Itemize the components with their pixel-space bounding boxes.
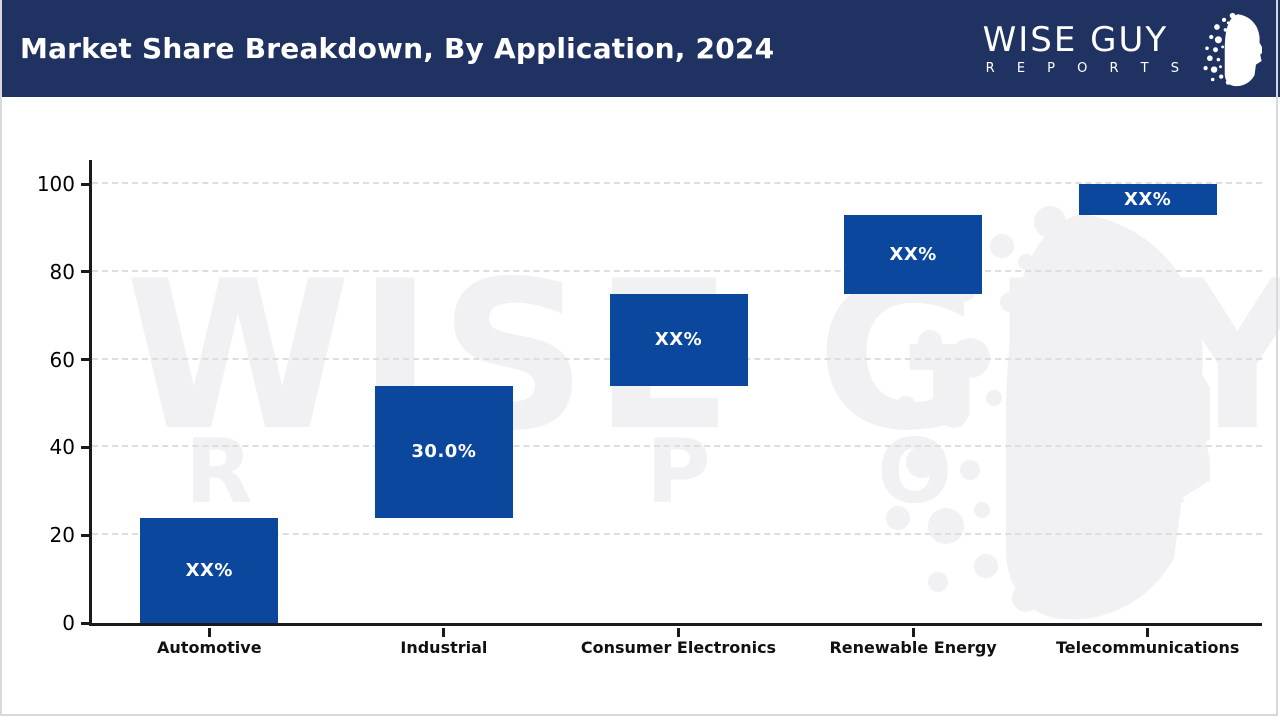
y-tick-mark <box>81 533 89 537</box>
grid-line <box>92 182 1262 184</box>
y-tick-mark <box>81 445 89 449</box>
y-tick-label: 0 <box>62 611 75 635</box>
grid-line <box>92 269 1262 272</box>
logo-text: WISE GUY R E P O R T S <box>983 23 1188 76</box>
y-tick-label: 60 <box>49 347 75 372</box>
chart-title: Market Share Breakdown, By Application, … <box>20 32 775 65</box>
x-category-label: Telecommunications <box>1055 638 1240 657</box>
bar-value-label: XX% <box>1124 188 1172 210</box>
dotted-head-icon <box>1203 12 1262 87</box>
x-tick-mark <box>677 628 680 637</box>
x-category-label: Industrial <box>400 638 488 657</box>
x-category-label: Automotive <box>157 638 262 657</box>
logo-subtitle: R E P O R T S <box>985 60 1188 76</box>
bar-value-label: XX% <box>185 559 233 581</box>
grid-line <box>92 533 1262 536</box>
bar: XX% <box>844 214 983 294</box>
x-tick-mark <box>207 628 211 637</box>
x-tick-mark <box>1146 628 1150 637</box>
bar: XX% <box>1078 184 1217 215</box>
y-tick-mark <box>81 358 89 362</box>
x-tick-mark <box>442 628 446 637</box>
y-tick-label: 100 <box>36 172 75 196</box>
bar: XX% <box>140 517 279 623</box>
grid-line <box>92 445 1262 448</box>
header-bar: Market Share Breakdown, By Application, … <box>0 0 1280 97</box>
y-tick-mark <box>81 621 89 625</box>
y-tick-label: 80 <box>49 259 75 284</box>
x-tick-mark <box>911 628 915 637</box>
plot-area: 0 20 40 60 80 100 XX% Automotive 30.0% Industrial… <box>37 160 1262 657</box>
x-category-label: Renewable Energy <box>829 638 997 657</box>
y-tick-label: 20 <box>49 523 75 548</box>
y-tick-label: 40 <box>49 435 75 460</box>
logo-wordmark: WISE GUY <box>982 19 1169 60</box>
bar: 30.0% <box>374 385 513 518</box>
wise-guy-logo: WISE GUY R E P O R T S <box>983 8 1262 90</box>
y-tick-mark <box>81 270 89 274</box>
bar-value-label: XX% <box>654 329 703 351</box>
bar-value-label: XX% <box>889 243 937 265</box>
y-tick-mark <box>81 182 89 186</box>
bar: XX% <box>609 293 748 386</box>
bar-value-label: 30.0% <box>411 441 477 463</box>
x-category-label: Consumer Electronics <box>580 638 777 657</box>
